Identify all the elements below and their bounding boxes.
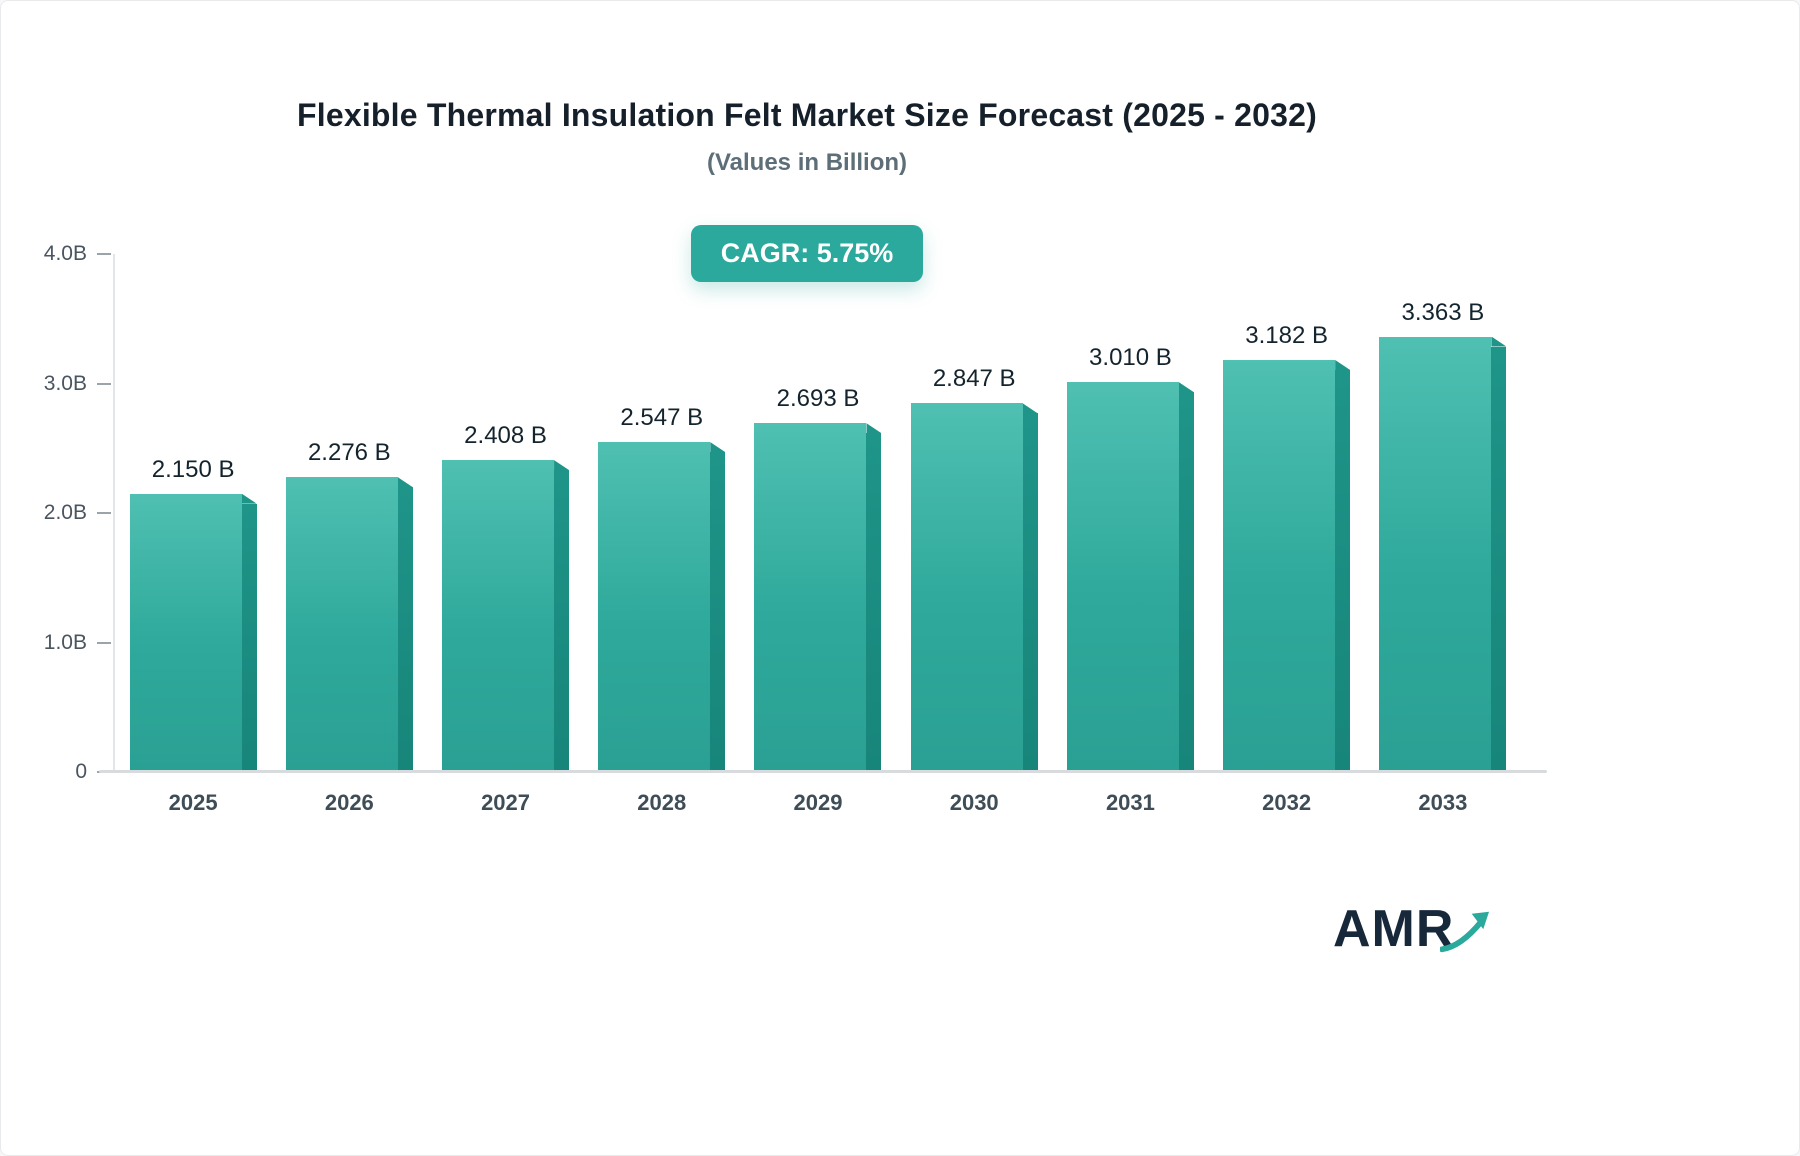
- y-tick-mark: [97, 253, 111, 255]
- cagr-badge-wrap: CAGR: 5.75%: [1, 225, 1613, 282]
- amr-logo-text: AMR: [1333, 900, 1455, 958]
- bar-group: 3.182 B 2032: [1209, 254, 1365, 815]
- bar-value-label: 2.547 B: [620, 404, 704, 432]
- y-tick: 2.0B: [44, 501, 111, 525]
- y-tick-mark: [97, 512, 111, 514]
- bar-group: 2.847 B 2030: [896, 254, 1052, 815]
- y-tick-label: 2.0B: [43, 501, 87, 524]
- bar-value-label: 3.010 B: [1089, 344, 1172, 372]
- bar: [1223, 359, 1351, 773]
- bar: [285, 477, 413, 772]
- bar-value-label: 2.408 B: [464, 422, 547, 450]
- growth-arrow-icon: [1440, 911, 1490, 953]
- bar-group: 2.547 B 2028: [584, 254, 740, 815]
- bar-group: 2.693 B 2029: [740, 254, 896, 815]
- x-axis-label: 2026: [324, 790, 374, 815]
- x-axis-label: 2028: [637, 790, 687, 815]
- bar: [598, 442, 726, 772]
- bar-value-label: 2.847 B: [932, 365, 1016, 393]
- bar: [910, 403, 1038, 772]
- chart-subtitle: (Values in Billion): [706, 149, 908, 176]
- bar-value-label: 3.363 B: [1401, 298, 1485, 326]
- y-tick-label: 0: [75, 760, 87, 783]
- y-tick-label: 3.0B: [43, 371, 87, 395]
- plot-area: 2.150 B 2025 2.276 B 2026 2.408 B 2027 2.547 B…: [113, 254, 1521, 815]
- bar-group: 2.150 B 2025: [115, 254, 271, 815]
- y-axis-ticks: 4.0B 3.0B 2.0B 1.0B 0: [15, 242, 111, 783]
- bar-group: 2.408 B 2027: [427, 254, 583, 815]
- y-tick-mark: [97, 641, 111, 644]
- y-tick-label: 1.0B: [43, 630, 87, 654]
- chart-title: Flexible Thermal Insulation Felt Market …: [297, 97, 1317, 133]
- bar: [1379, 336, 1507, 772]
- bar-group: 2.276 B 2026: [271, 254, 427, 815]
- bar-value-label: 2.150 B: [151, 455, 235, 483]
- x-axis-line: [99, 770, 1547, 773]
- plot-bars: 2.150 B 2025 2.276 B 2026 2.408 B 2027 2.547 B…: [115, 254, 1521, 815]
- x-axis-label: 2029: [793, 790, 843, 815]
- amr-logo: AMR: [1333, 899, 1490, 959]
- x-axis-label: 2032: [1262, 790, 1312, 815]
- y-tick: 4.0B: [44, 242, 111, 266]
- y-tick: 3.0B: [44, 372, 111, 396]
- x-axis-label: 2027: [481, 790, 531, 815]
- bar-group: 3.363 B 2033: [1365, 254, 1521, 815]
- x-axis-label: 2031: [1105, 790, 1155, 815]
- x-axis-label: 2030: [949, 790, 999, 815]
- y-tick-mark: [97, 382, 111, 385]
- bar: [754, 423, 882, 772]
- bar: [129, 493, 257, 773]
- x-axis-label: 2025: [168, 790, 218, 815]
- y-tick: 1.0B: [44, 631, 111, 655]
- x-axis-label: 2033: [1418, 790, 1468, 815]
- y-tick-label: 4.0B: [43, 242, 87, 265]
- bar-value-label: 3.182 B: [1245, 321, 1328, 349]
- bar-group: 3.010 B 2031: [1052, 254, 1208, 815]
- bar-value-label: 2.693 B: [776, 385, 860, 413]
- bar: [1066, 382, 1194, 772]
- bar: [442, 460, 570, 772]
- bar-value-label: 2.276 B: [307, 439, 391, 467]
- cagr-badge: CAGR: 5.75%: [690, 225, 924, 282]
